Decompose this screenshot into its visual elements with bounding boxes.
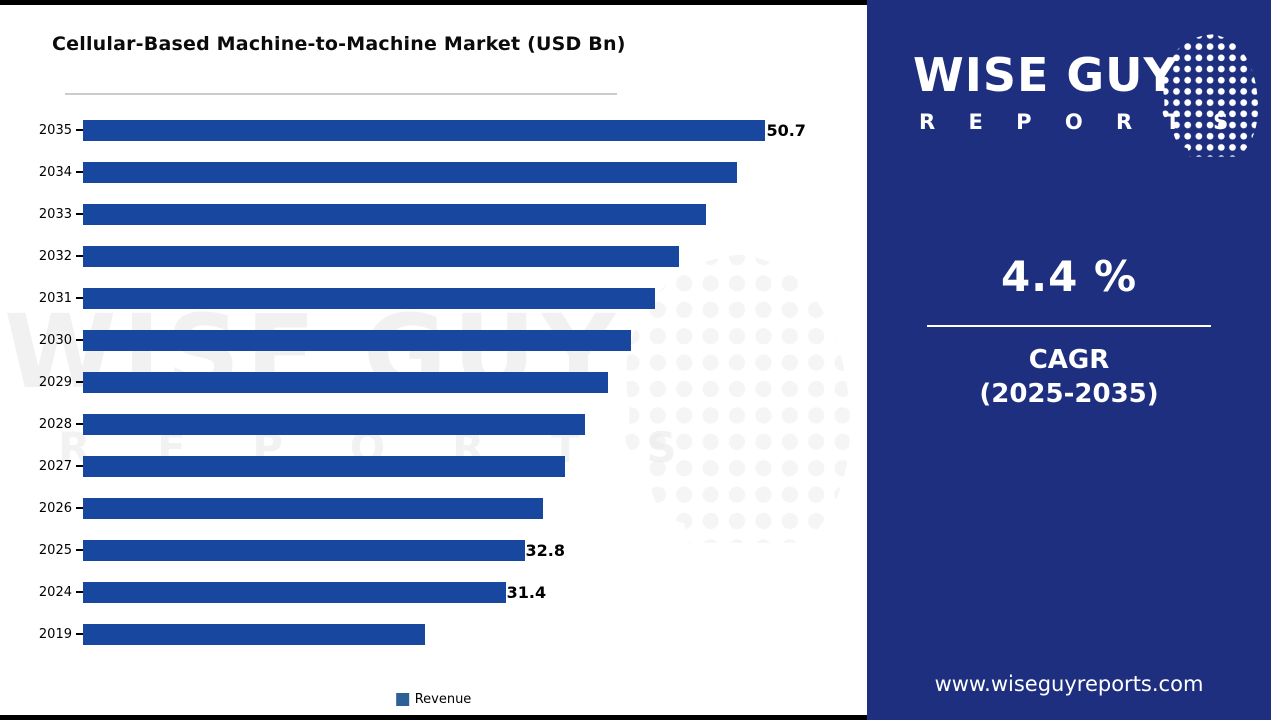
axis-tick: [76, 591, 83, 593]
cagr-divider: [927, 325, 1211, 327]
bar-row: 2031: [0, 277, 857, 319]
bar-row: 2035 50.7: [0, 109, 857, 151]
bar-track: 32.8: [83, 529, 857, 571]
cagr-label: CAGR: [1028, 345, 1110, 375]
chart-title: Cellular-Based Machine-to-Machine Market…: [52, 33, 626, 55]
revenue-bar: [83, 287, 656, 309]
revenue-bar: [83, 245, 680, 267]
bar-track: [83, 487, 857, 529]
bar-track: [83, 151, 857, 193]
bar-row: 2025 32.8: [0, 529, 857, 571]
bar-track: [83, 361, 857, 403]
revenue-bar: [83, 329, 631, 351]
y-axis-tick-label: 2032: [38, 248, 72, 264]
bar-value-label: 50.7: [766, 120, 806, 140]
y-axis-tick-label: 2035: [38, 122, 72, 138]
axis-tick: [76, 129, 83, 131]
bar-track: [83, 277, 857, 319]
y-axis-tick-label: 2026: [38, 500, 72, 516]
y-axis-tick-label: 2027: [38, 458, 72, 474]
revenue-bar: [83, 119, 766, 141]
cagr-block: 4.4 % CAGR (2025-2035): [867, 252, 1271, 409]
bar-track: 50.7: [83, 109, 857, 151]
brand-logo: WISE GUY R E P O R T S: [913, 34, 1259, 157]
bar-row: 2033: [0, 193, 857, 235]
bar-track: [83, 319, 857, 361]
revenue-bar: [83, 581, 506, 603]
axis-tick: [76, 381, 83, 383]
axis-tick: [76, 213, 83, 215]
y-axis-tick-label: 2031: [38, 290, 72, 306]
bar-value-label: 32.8: [525, 540, 565, 560]
axis-tick: [76, 255, 83, 257]
revenue-bar: [83, 371, 608, 393]
revenue-bar: [83, 539, 525, 561]
bar-track: [83, 445, 857, 487]
cagr-period: (2025-2035): [979, 379, 1159, 409]
axis-tick: [76, 297, 83, 299]
revenue-bar: [83, 497, 544, 519]
y-axis-tick-label: 2025: [38, 542, 72, 558]
revenue-bar: [83, 413, 586, 435]
bar-row: 2026: [0, 487, 857, 529]
bar-track: [83, 235, 857, 277]
bar-track: 31.4: [83, 571, 857, 613]
y-axis-tick-label: 2024: [38, 584, 72, 600]
bar-row: 2028: [0, 403, 857, 445]
bar-row: 2034: [0, 151, 857, 193]
bar-row: 2032: [0, 235, 857, 277]
bar-row: 2029: [0, 361, 857, 403]
revenue-bar: [83, 623, 425, 645]
revenue-bar: [83, 161, 738, 183]
axis-tick: [76, 465, 83, 467]
axis-tick: [76, 633, 83, 635]
axis-tick: [76, 507, 83, 509]
bar-row: 2019: [0, 613, 857, 655]
bar-track: [83, 613, 857, 655]
head-logo-icon: [1162, 34, 1259, 157]
chart-panel: WISE GUY R E P O R T S Cellular-Based Ma…: [0, 0, 867, 720]
bar-row: 2030: [0, 319, 857, 361]
bar-track: [83, 193, 857, 235]
revenue-bar: [83, 455, 565, 477]
y-axis-tick-label: 2033: [38, 206, 72, 222]
title-divider: [65, 93, 617, 95]
axis-tick: [76, 423, 83, 425]
watermark-head-icon: [625, 254, 851, 543]
legend-label: Revenue: [414, 692, 472, 707]
axis-tick: [76, 171, 83, 173]
y-axis-tick-label: 2019: [38, 626, 72, 642]
bar-row: 2024 31.4: [0, 571, 857, 613]
bar-rows: 2035 50.7 2034 2033 2032 2031 2030 2029 2028 2027…: [0, 109, 857, 655]
cagr-value: 4.4 %: [1000, 252, 1138, 301]
chart-legend: Revenue: [395, 692, 472, 707]
axis-tick: [76, 549, 83, 551]
y-axis-tick-label: 2029: [38, 374, 72, 390]
legend-marker-icon: [395, 693, 409, 706]
revenue-bar: [83, 203, 707, 225]
brand-logo-text: WISE GUY: [913, 48, 1178, 102]
bar-value-label: 31.4: [506, 582, 547, 602]
y-axis-tick-label: 2034: [38, 164, 72, 180]
sidebar: WISE GUY R E P O R T S 4.4 % CAGR (2025-…: [867, 0, 1271, 720]
y-axis-tick-label: 2030: [38, 332, 72, 348]
y-axis-tick-label: 2028: [38, 416, 72, 432]
website-url: www.wiseguyreports.com: [934, 672, 1204, 696]
bar-track: [83, 403, 857, 445]
axis-tick: [76, 339, 83, 341]
bar-row: 2027: [0, 445, 857, 487]
